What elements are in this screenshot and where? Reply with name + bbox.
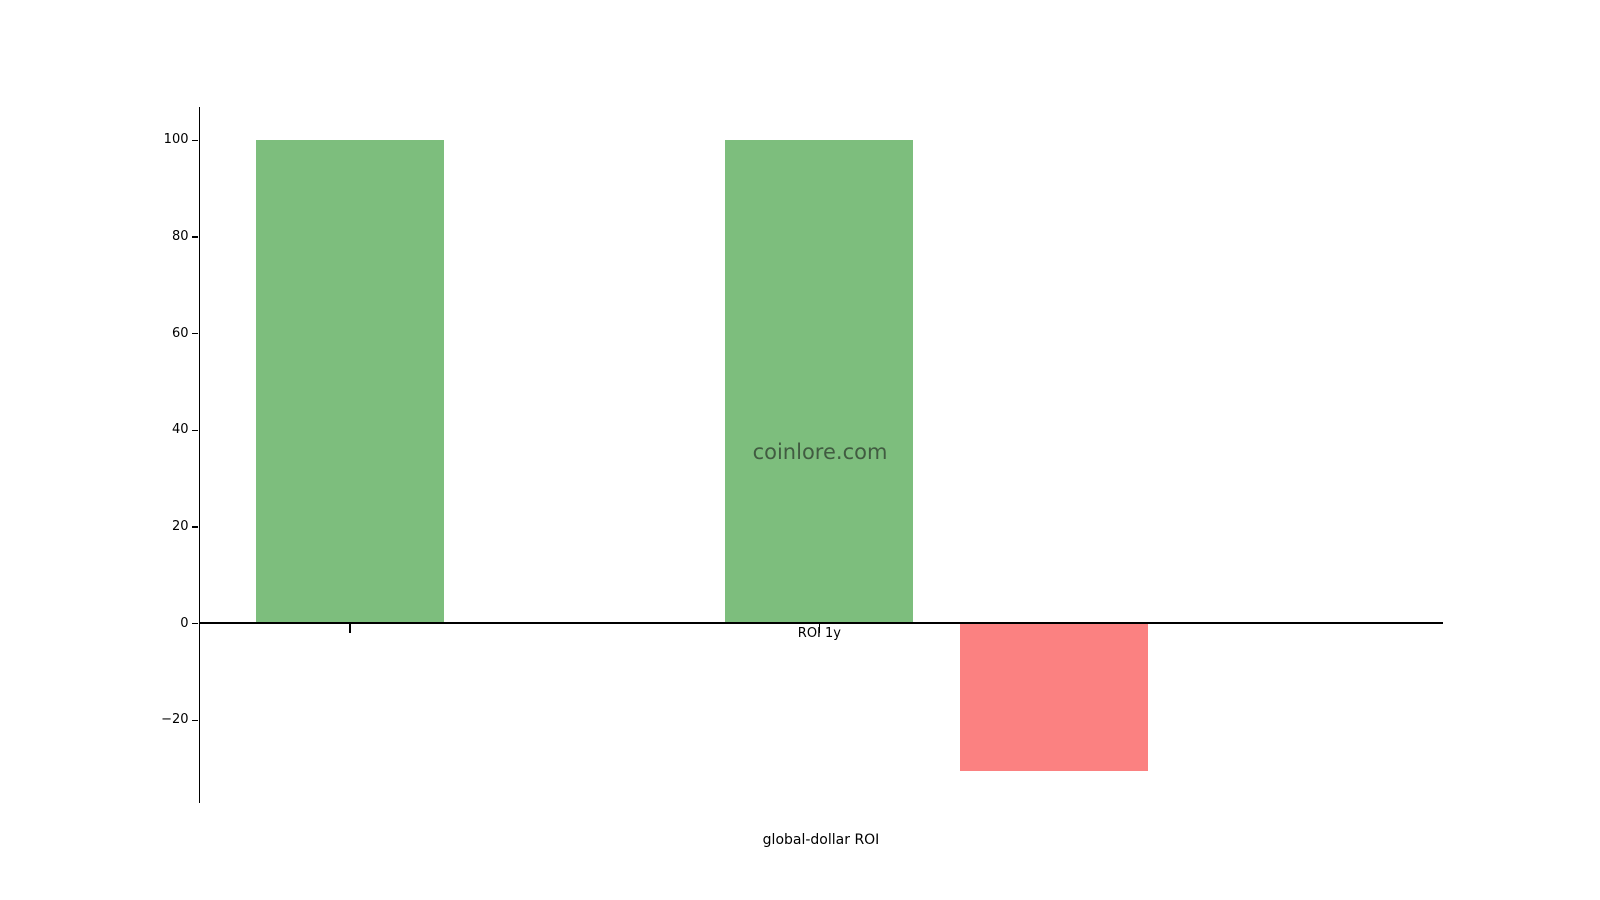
- y-tick-label: −20: [161, 712, 189, 728]
- y-tick-mark: [192, 332, 198, 335]
- y-tick-mark: [192, 719, 198, 722]
- y-tick-label: 60: [171, 325, 189, 341]
- y-tick-label: 20: [171, 519, 189, 535]
- x-tick-mark: [818, 623, 821, 633]
- y-tick-mark: [192, 236, 198, 238]
- bar-roi-1y: [725, 140, 914, 624]
- y-tick-label: 100: [163, 132, 189, 148]
- y-tick-mark: [192, 429, 198, 432]
- y-tick-label: 40: [171, 422, 189, 438]
- x-tick-mark: [349, 623, 351, 633]
- x-axis-line: [198, 622, 1443, 624]
- bar: [960, 623, 1149, 771]
- x-axis-title: global-dollar ROI: [762, 832, 880, 848]
- y-axis-line: [198, 107, 200, 803]
- y-tick-mark: [192, 622, 198, 625]
- y-tick-mark: [192, 139, 198, 142]
- bar: [256, 140, 444, 624]
- y-tick-label: 80: [171, 229, 189, 245]
- x-tick-label: ROI 1y: [797, 626, 841, 642]
- watermark-text: coinlore.com: [752, 440, 888, 464]
- y-tick-label: 0: [180, 615, 189, 631]
- y-tick-mark: [192, 526, 198, 528]
